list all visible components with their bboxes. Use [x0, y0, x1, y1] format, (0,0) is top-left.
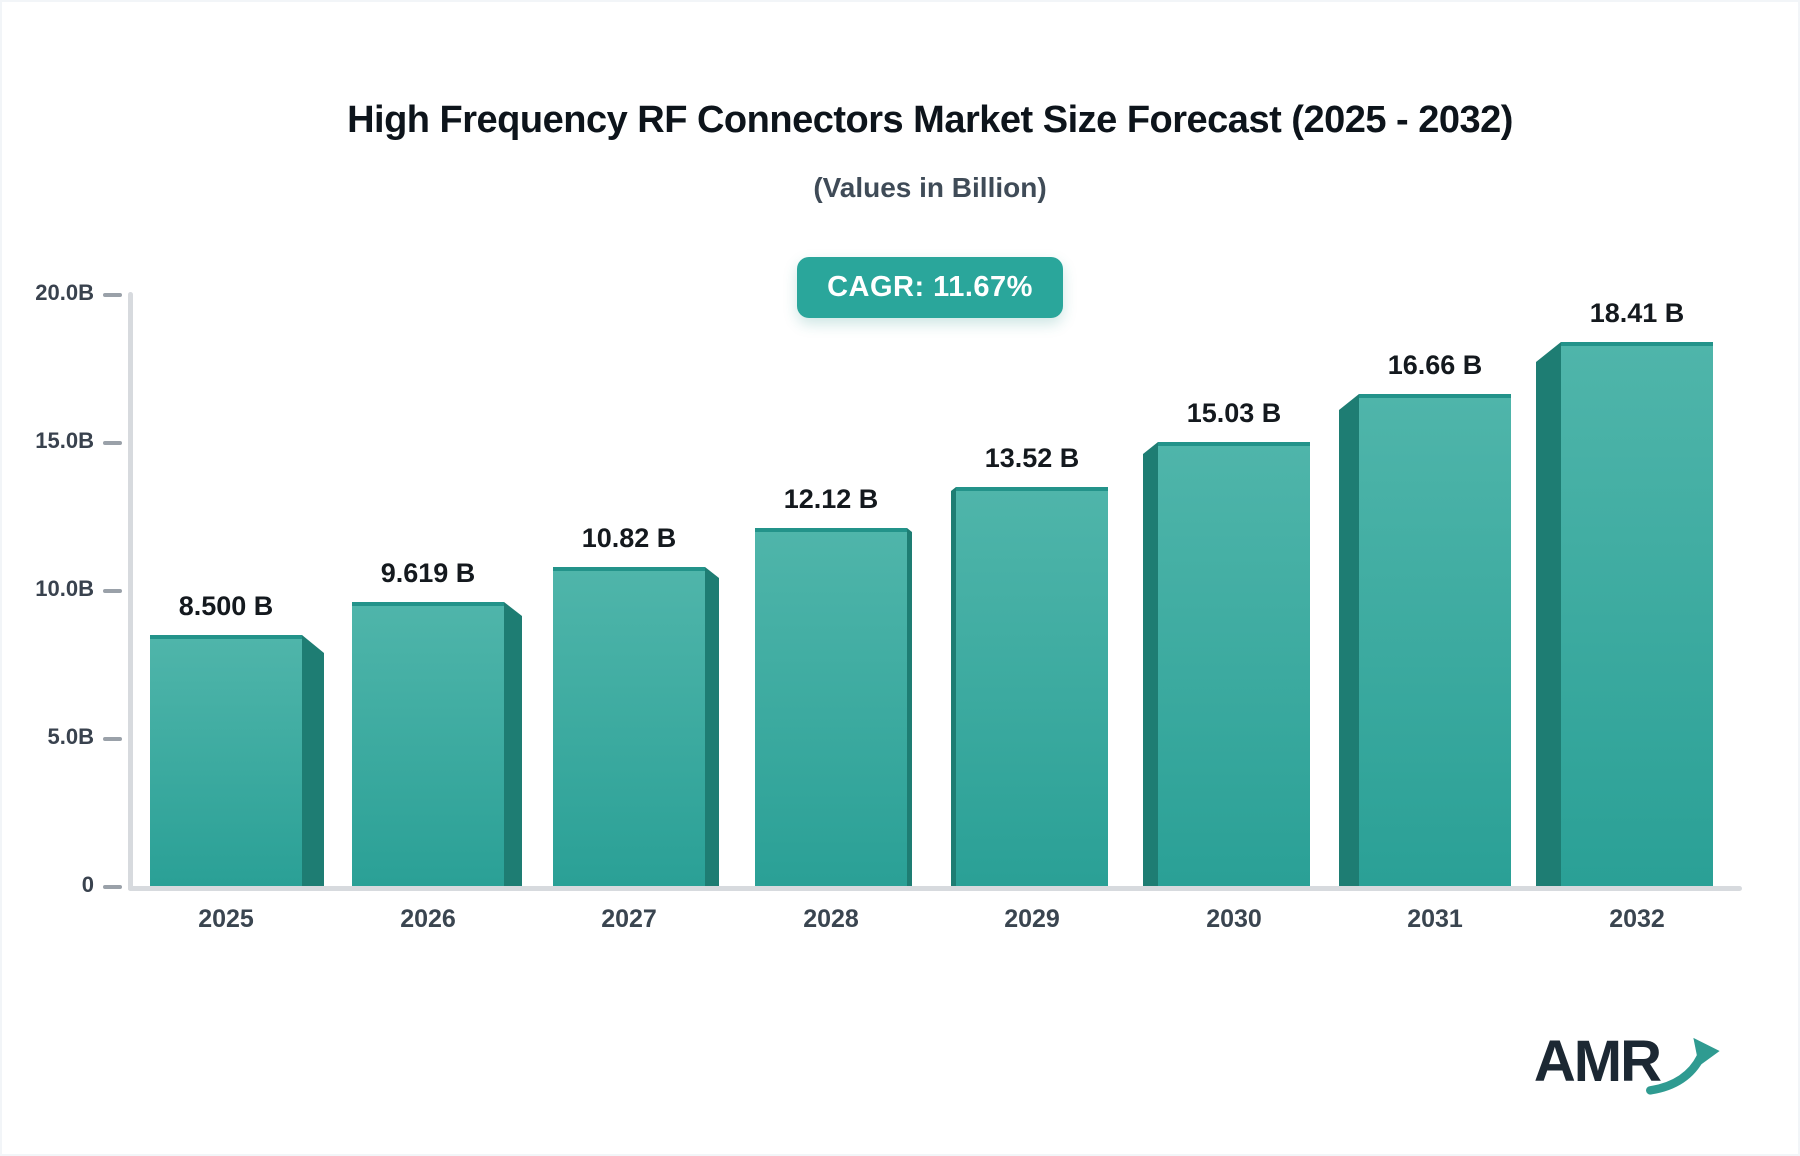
bar-value-label: 10.82 B: [581, 523, 677, 553]
bar-value-label: 18.41 B: [1589, 298, 1685, 328]
growth-arrow-icon: [1646, 1037, 1720, 1095]
bar-side-face: [504, 602, 522, 887]
bar-side-face: [907, 528, 912, 887]
x-tick-label: 2030: [1206, 905, 1262, 933]
amr-logo: AMR: [1534, 1030, 1722, 1096]
cagr-badge-row: CAGR: 11.67%: [122, 257, 1738, 318]
chart-subtitle: (Values in Billion): [813, 172, 1047, 203]
bar: [150, 635, 302, 887]
x-tick-label: 2028: [803, 905, 859, 933]
x-tick-label: 2031: [1407, 905, 1463, 933]
bar-value-label: 8.500 B: [178, 591, 274, 621]
bar-side-face: [1339, 394, 1359, 887]
bar-side-face: [302, 635, 324, 887]
bar: [352, 602, 504, 887]
amr-logo-text: AMR: [1533, 1029, 1662, 1094]
y-tick-label: 20.0B: [35, 280, 94, 305]
bar-value-label: 16.66 B: [1387, 350, 1483, 380]
bar-side-face: [1143, 442, 1158, 887]
cagr-badge: CAGR: 11.67%: [797, 257, 1063, 318]
y-tick-dash: [103, 293, 122, 297]
bar: [553, 567, 705, 887]
bar-side-face: [1536, 342, 1561, 887]
x-tick-label: 2027: [601, 905, 657, 933]
bar: [755, 528, 907, 887]
y-tick-dash: [103, 885, 122, 889]
chart-title: High Frequency RF Connectors Market Size…: [347, 99, 1513, 141]
x-tick-label: 2026: [400, 905, 456, 933]
bar: [1359, 394, 1511, 887]
bar-value-label: 12.12 B: [783, 484, 879, 514]
bar-value-label: 9.619 B: [380, 558, 476, 588]
y-tick-label: 5.0B: [47, 724, 94, 749]
x-axis-line: [128, 886, 1742, 891]
x-tick-label: 2032: [1609, 905, 1665, 933]
bar-side-face: [951, 487, 956, 887]
bar-value-label: 15.03 B: [1186, 398, 1282, 428]
y-tick-dash: [103, 589, 122, 593]
y-tick-label: 0: [81, 872, 94, 897]
bar: [1561, 342, 1713, 887]
x-tick-label: 2029: [1004, 905, 1060, 933]
y-tick-label: 15.0B: [35, 428, 94, 453]
y-axis-line: [128, 292, 133, 891]
bar: [1158, 442, 1310, 887]
y-tick-label: 10.0B: [35, 576, 94, 601]
bar-side-face: [705, 567, 719, 887]
y-tick-dash: [103, 737, 122, 741]
bar: [956, 487, 1108, 887]
bar-value-label: 13.52 B: [984, 443, 1080, 473]
y-tick-dash: [103, 441, 122, 445]
x-tick-label: 2025: [198, 905, 254, 933]
